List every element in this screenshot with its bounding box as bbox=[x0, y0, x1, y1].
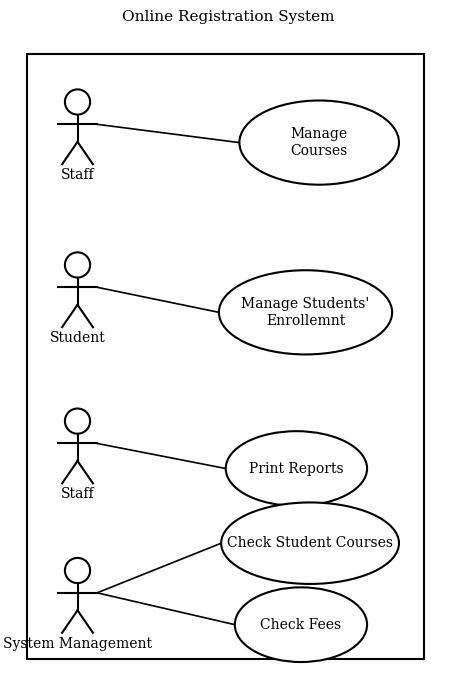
Text: Online Registration System: Online Registration System bbox=[121, 10, 334, 24]
Ellipse shape bbox=[225, 431, 366, 506]
Text: Check Fees: Check Fees bbox=[260, 618, 341, 631]
Ellipse shape bbox=[239, 100, 398, 185]
Ellipse shape bbox=[218, 270, 391, 354]
Bar bbox=[27, 54, 423, 659]
Text: Print Reports: Print Reports bbox=[248, 462, 343, 475]
Text: Student: Student bbox=[50, 331, 105, 345]
Text: Check Student Courses: Check Student Courses bbox=[227, 536, 392, 550]
Text: Staff: Staff bbox=[61, 488, 94, 501]
Text: Manage Students'
Enrollemnt: Manage Students' Enrollemnt bbox=[241, 297, 369, 328]
Text: Manage
Courses: Manage Courses bbox=[290, 127, 347, 158]
Ellipse shape bbox=[234, 587, 366, 662]
Ellipse shape bbox=[221, 502, 398, 584]
Text: Staff: Staff bbox=[61, 168, 94, 182]
Text: System Management: System Management bbox=[3, 637, 152, 650]
